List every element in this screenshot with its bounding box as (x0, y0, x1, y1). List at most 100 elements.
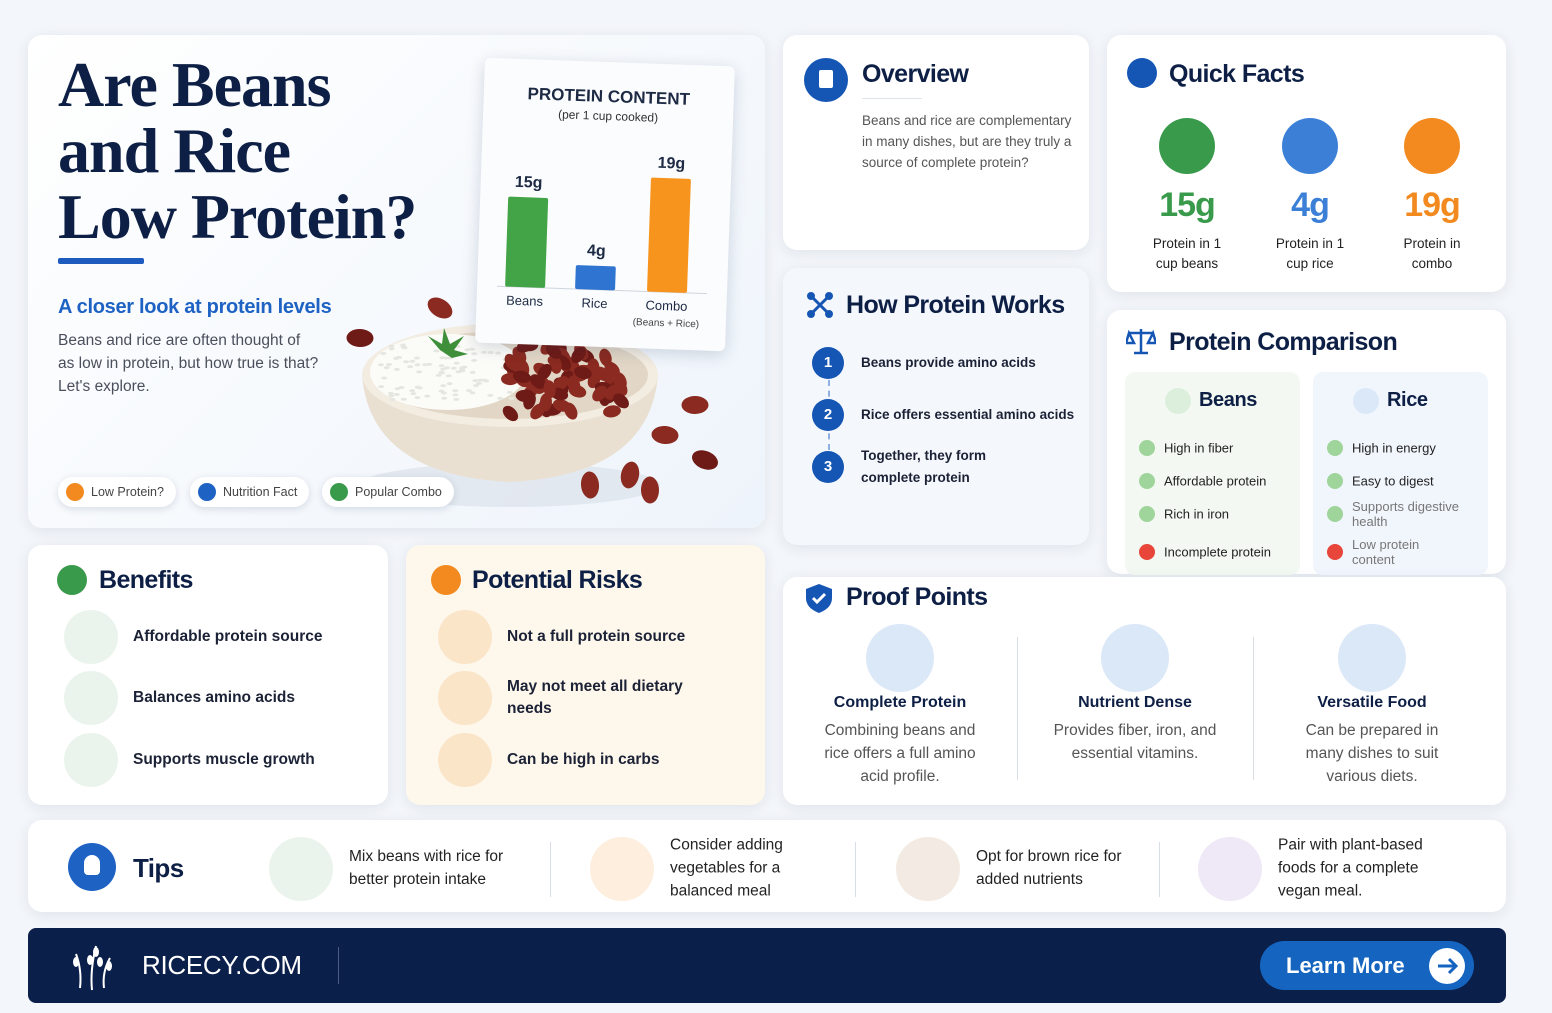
footer (28, 928, 1506, 1003)
check-icon (1327, 440, 1343, 456)
proof-icon (1338, 624, 1406, 692)
divider (855, 842, 856, 897)
comparison-item: Easy to digest (1352, 473, 1434, 489)
column-icon (1165, 388, 1191, 414)
hero-subtitle: A closer look at protein levels (58, 296, 332, 318)
learn-more-button[interactable]: Learn More (1260, 941, 1474, 990)
footer-brand: RICECY.COM (142, 950, 302, 980)
tip-text: Consider adding vegetables for a balance… (670, 836, 783, 900)
comparison-item: Incomplete protein (1164, 544, 1271, 560)
proof-icon (1101, 624, 1169, 692)
risks-icon (431, 565, 461, 595)
value-label: 15g (515, 174, 543, 192)
minus-icon (1139, 544, 1155, 560)
value-label: 4g (587, 242, 606, 260)
category-label: Rice (581, 295, 608, 311)
item-text: May not meet all dietary needs (507, 678, 683, 717)
hero-text: Beans and rice are often thought of as l… (58, 332, 319, 395)
proof-title: Proof Points (846, 583, 988, 611)
comparison-icon (1126, 329, 1156, 355)
item-text: Supports muscle growth (133, 751, 315, 768)
divider (550, 842, 551, 897)
tip-text: Pair with plant-based foods for a comple… (1278, 836, 1423, 900)
proof-title: Complete Protein (833, 694, 967, 711)
column-icon (1353, 388, 1379, 414)
fact-icon (1404, 118, 1460, 174)
item-icon (438, 610, 492, 664)
benefits-title: Benefits (99, 566, 193, 594)
check-icon (1139, 506, 1155, 522)
category-note: (Beans + Rice) (632, 317, 699, 330)
hero-title: Are Beans and Rice Low Protein? (58, 52, 417, 252)
bowl-illustration (346, 297, 718, 507)
category-label: Beans (506, 293, 544, 309)
step-text: Rice offers essential amino acids (861, 407, 1075, 422)
fact-value: 4g (1291, 186, 1330, 224)
how-icon (807, 292, 833, 318)
proof-title: Nutrient Dense (1078, 694, 1192, 711)
tip-icon (1198, 837, 1262, 901)
fact-label: Protein in 1 cup rice (1275, 236, 1345, 271)
proof-text: Can be prepared in many dishes to suit v… (1305, 722, 1439, 785)
fact-icon (1282, 118, 1338, 174)
fact-value: 19g (1404, 186, 1461, 224)
rice-card (1313, 372, 1488, 575)
divider (1159, 842, 1160, 897)
protein-chart: PROTEIN CONTENT (per 1 cup cooked) 15g Be… (497, 84, 707, 330)
tips-icon (68, 843, 116, 891)
tag[interactable]: Low Protein? (58, 477, 176, 507)
overview-icon (804, 58, 848, 102)
comparison-item: Rich in iron (1164, 506, 1230, 522)
comparison-item: Affordable protein (1164, 473, 1267, 489)
title-underline (58, 258, 144, 264)
step-number: 3 (812, 451, 844, 483)
beans-card (1125, 372, 1300, 575)
tip-text: Opt for brown rice for added nutrients (976, 848, 1122, 888)
divider (1253, 637, 1254, 780)
divider (1017, 637, 1018, 780)
item-text: Affordable protein source (133, 628, 323, 645)
comparison-item: High in fiber (1164, 440, 1234, 456)
overview-title: Overview (862, 60, 969, 88)
fact-label: Protein in combo (1403, 236, 1461, 271)
item-text: Can be high in carbs (507, 751, 660, 768)
risks-title: Potential Risks (472, 566, 643, 594)
tip-icon (896, 837, 960, 901)
how-title: How Protein Works (846, 291, 1065, 319)
tips-title: Tips (133, 853, 184, 883)
minus-icon (1327, 544, 1343, 560)
column-title: Rice (1387, 389, 1428, 411)
button-arrow (1429, 948, 1465, 984)
tag-label: Nutrition Fact (223, 485, 298, 499)
item-text: Not a full protein source (507, 628, 686, 645)
bar (647, 177, 691, 293)
proof-icon (806, 584, 832, 613)
item-icon (64, 610, 118, 664)
proof-title: Versatile Food (1317, 694, 1427, 711)
tag[interactable]: Popular Combo (322, 477, 454, 507)
item-icon (438, 671, 492, 725)
comparison-item: High in energy (1352, 440, 1436, 456)
fact-label: Protein in 1 cup beans (1152, 236, 1222, 271)
tip-icon (269, 837, 333, 901)
tag-label: Low Protein? (91, 485, 164, 499)
item-text: Balances amino acids (133, 689, 295, 706)
proof-text: Combining beans and rice offers a full a… (824, 722, 976, 785)
step-number: 1 (812, 347, 844, 379)
title-line: Low Protein? (58, 181, 417, 252)
tag[interactable]: Nutrition Fact (190, 477, 310, 507)
item-icon (438, 733, 492, 787)
footer-logo (73, 945, 112, 991)
item-icon (64, 671, 118, 725)
comparison-item: Low protein content (1352, 537, 1420, 567)
item-icon (64, 733, 118, 787)
check-icon (1139, 473, 1155, 489)
title-line: and Rice (58, 115, 291, 186)
proof-text: Provides fiber, iron, and essential vita… (1053, 722, 1217, 762)
tip-icon (590, 837, 654, 901)
category-label: Combo (645, 297, 687, 313)
column-title: Beans (1199, 389, 1258, 411)
step-number: 2 (812, 399, 844, 431)
benefits-icon (57, 565, 87, 595)
